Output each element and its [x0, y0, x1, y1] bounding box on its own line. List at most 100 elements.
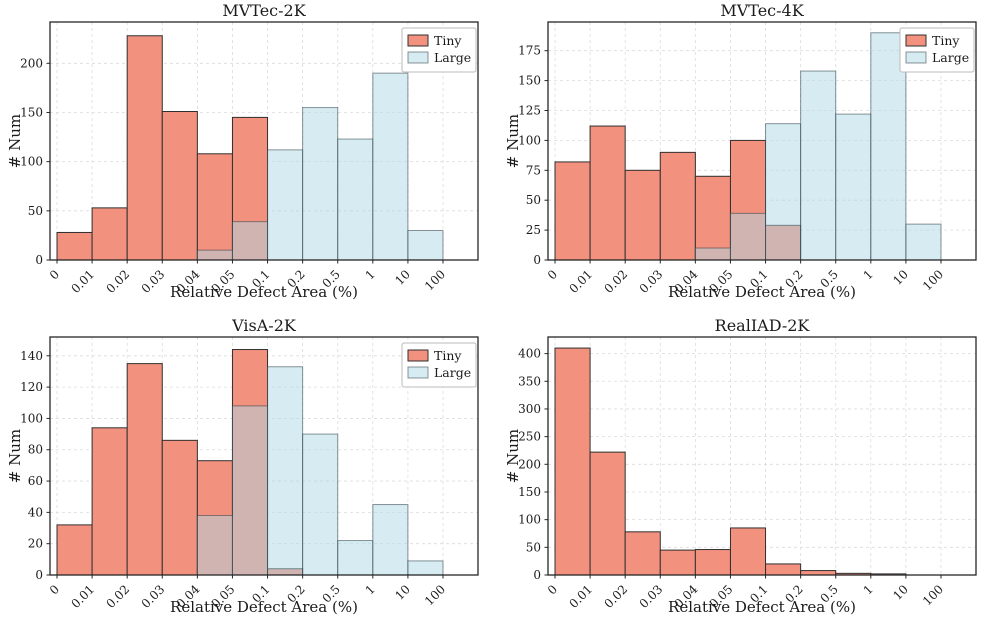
- subplot-mvtec-4k: 0 0.01 0.02 0.03 0.04 0.05 0.1 0.2 0.5 1 10 100 0 25 5…: [498, 0, 996, 315]
- x-tick-label: 1: [363, 582, 378, 597]
- y-tick-label: 350: [518, 374, 541, 388]
- bar-tiny-bin5: [729, 527, 767, 576]
- bar-large-bin4: [694, 247, 731, 261]
- x-axis-label: Relative Defect Area (%): [170, 598, 358, 616]
- bar-tiny-bin3: [161, 439, 198, 576]
- y-tick-label: 100: [518, 513, 541, 527]
- y-tick-label: 80: [28, 443, 43, 457]
- y-tick-label: 50: [28, 204, 43, 218]
- y-axis-label: # Num: [6, 113, 24, 169]
- bar-large-bin8: [337, 138, 374, 261]
- bar-large-bin7: [800, 70, 837, 261]
- y-tick-label: 0: [533, 568, 541, 582]
- x-tick-label: 0: [47, 582, 62, 597]
- bar-tiny-bin6: [765, 563, 802, 576]
- subplot-realiad-2k: 0 0.01 0.02 0.03 0.04 0.05 0.1 0.2 0.5 1 10 100 0 50 1…: [498, 315, 996, 631]
- y-tick-label: 200: [20, 56, 43, 70]
- y-tick-label: 0: [533, 253, 541, 267]
- legend-swatch-tiny: [407, 349, 429, 362]
- y-tick-label: 140: [20, 349, 43, 363]
- bar-large-bin6: [765, 123, 802, 261]
- legend-label: Large: [434, 50, 471, 65]
- bar-tiny-bin3: [659, 151, 696, 261]
- legend-label: Tiny: [932, 33, 960, 48]
- legend-label: Tiny: [434, 348, 462, 363]
- subplot-title: RealIAD-2K: [714, 316, 810, 335]
- bar-large-bin4: [196, 515, 233, 576]
- y-tick-label: 120: [20, 380, 43, 394]
- y-tick-label: 150: [20, 105, 43, 119]
- bar-large-bin4: [196, 249, 233, 261]
- y-tick-label: 100: [518, 133, 541, 147]
- x-axis-label: Relative Defect Area (%): [170, 283, 358, 301]
- y-tick-label: 400: [518, 347, 541, 361]
- x-tick-label: 0: [47, 267, 62, 282]
- bar-tiny-bin2: [624, 169, 661, 261]
- y-tick-label: 150: [518, 485, 541, 499]
- bar-tiny-bin2: [126, 35, 163, 261]
- y-tick-label: 100: [20, 411, 43, 425]
- bar-large-bin5: [729, 212, 767, 261]
- plot-border: [49, 336, 479, 576]
- legend-label: Large: [434, 365, 471, 380]
- y-tick-label: 50: [526, 193, 541, 207]
- bar-large-bin6: [267, 149, 304, 261]
- bar-tiny-bin0: [554, 347, 591, 576]
- histogram-mvtec-4k: 0 0.01 0.02 0.03 0.04 0.05 0.1 0.2 0.5 1 10 1000255…: [518, 21, 977, 296]
- legend-label: Large: [932, 50, 969, 65]
- bar-large-bin10: [905, 223, 942, 261]
- subplot-title: MVTec-4K: [720, 1, 804, 20]
- x-tick-label: 1: [363, 267, 378, 282]
- bar-tiny-bin4: [694, 549, 731, 576]
- y-tick-label: 125: [518, 104, 541, 118]
- x-tick-label: 1: [861, 582, 876, 597]
- bar-large-bin10: [407, 560, 444, 576]
- subplot-title: VisA-2K: [232, 316, 296, 335]
- bar-large-bin9: [372, 72, 409, 261]
- y-tick-label: 75: [526, 163, 541, 177]
- bar-tiny-bin3: [659, 549, 696, 576]
- plot-border: [547, 21, 977, 261]
- bar-tiny-bin1: [589, 451, 626, 576]
- legend-swatch-large: [407, 51, 429, 64]
- bar-large-bin10: [407, 229, 444, 261]
- y-tick-label: 250: [518, 430, 541, 444]
- bar-tiny-bin3: [161, 110, 198, 261]
- bar-tiny-bin0: [56, 231, 93, 261]
- histogram-mvtec-2k: 0 0.01 0.02 0.03 0.04 0.05 0.1 0.2 0.5 1 10 1000501…: [20, 21, 479, 296]
- bar-large-bin6: [267, 366, 304, 576]
- y-tick-label: 20: [28, 537, 43, 551]
- legend-swatch-tiny: [407, 34, 429, 47]
- legend-swatch-tiny: [905, 34, 927, 47]
- bar-large-bin5: [231, 405, 269, 576]
- plot-border: [49, 21, 479, 261]
- bar-large-bin8: [337, 540, 374, 576]
- y-tick-label: 0: [35, 253, 43, 267]
- x-tick-label: 1: [861, 267, 876, 282]
- y-tick-label: 25: [526, 223, 541, 237]
- bar-large-bin7: [302, 433, 339, 576]
- bar-tiny-bin1: [589, 125, 626, 261]
- y-tick-label: 150: [518, 74, 541, 88]
- histogram-realiad-2k: 0 0.01 0.02 0.03 0.04 0.05 0.1 0.2 0.5 1 10 1000501…: [518, 336, 977, 611]
- y-axis-label: # Num: [6, 428, 24, 484]
- subplot-visa-2k: 0 0.01 0.02 0.03 0.04 0.05 0.1 0.2 0.5 1 10 100 0 20 4…: [0, 315, 498, 631]
- bar-large-bin5: [231, 221, 269, 261]
- y-tick-label: 175: [518, 44, 541, 58]
- bar-tiny-bin0: [554, 161, 591, 261]
- subplot-title: MVTec-2K: [222, 1, 306, 20]
- bar-tiny-bin4: [196, 153, 233, 261]
- y-tick-label: 40: [28, 505, 43, 519]
- x-tick-label: 0: [545, 267, 560, 282]
- x-axis-label: Relative Defect Area (%): [668, 283, 856, 301]
- y-tick-label: 50: [526, 540, 541, 554]
- x-tick-label: 0: [545, 582, 560, 597]
- bar-tiny-bin0: [56, 524, 93, 576]
- bar-large-bin8: [835, 113, 872, 261]
- subplot-mvtec-2k: 0 0.01 0.02 0.03 0.04 0.05 0.1 0.2 0.5 1 10 100 0 50 1…: [0, 0, 498, 315]
- bar-tiny-bin7: [800, 570, 837, 576]
- bar-tiny-bin2: [624, 531, 661, 576]
- legend-swatch-large: [905, 51, 927, 64]
- bar-tiny-bin2: [126, 363, 163, 576]
